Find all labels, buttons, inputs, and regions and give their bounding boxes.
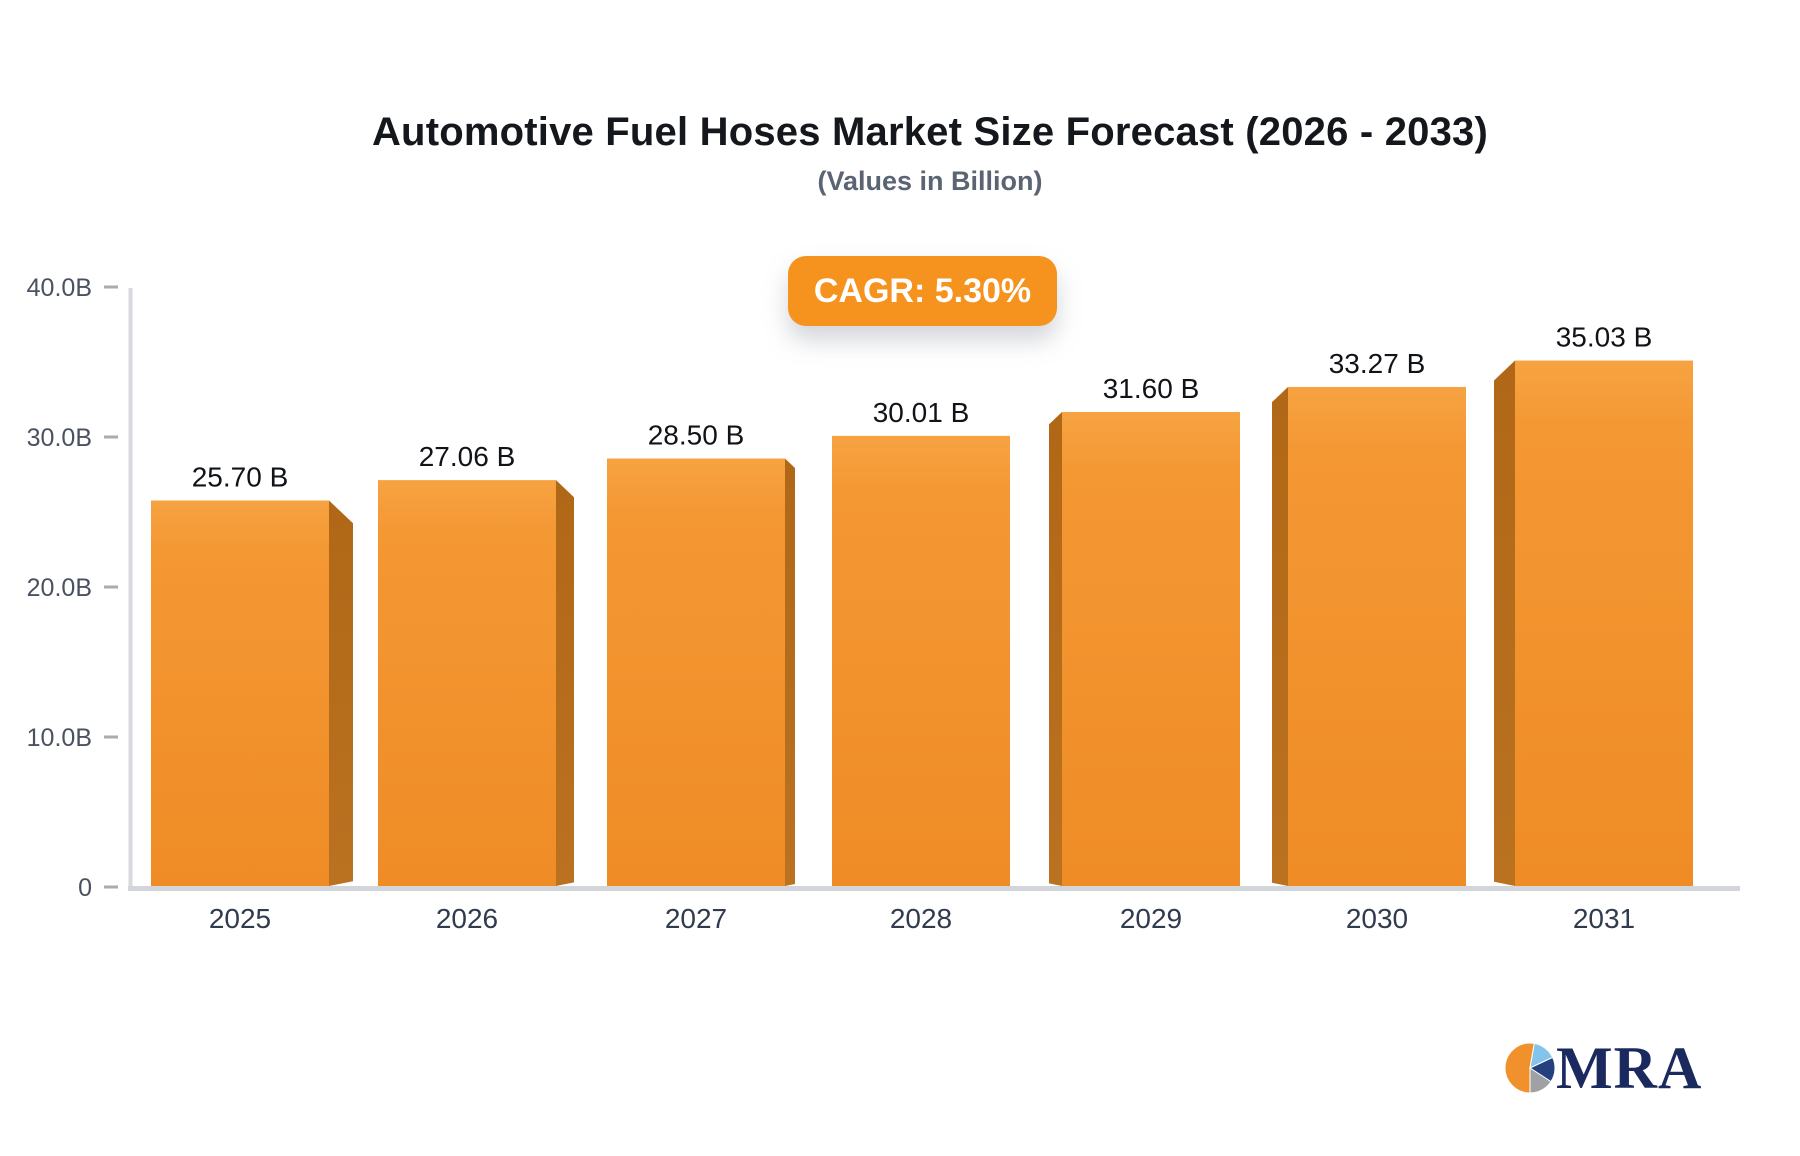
bar-front-face — [151, 500, 329, 886]
bar-value-label: 31.60 B — [1103, 373, 1200, 404]
cagr-badge: CAGR: 5.30% — [788, 256, 1057, 326]
x-tick-label: 2029 — [1120, 903, 1182, 934]
bar-value-label: 28.50 B — [648, 420, 745, 451]
x-tick-label: 2025 — [209, 903, 271, 934]
bar-2025: 25.70 B 2025 — [151, 462, 353, 934]
bar-front-face — [607, 458, 785, 886]
logo-pie-slice — [1529, 1067, 1552, 1094]
bar-side-face — [1272, 386, 1288, 886]
bar-2028: 30.01 B 2028 — [832, 397, 1010, 934]
y-tick-label: 0 — [78, 874, 92, 902]
y-tick-label: 30.0B — [27, 424, 92, 452]
bar-side-face — [1049, 412, 1062, 886]
x-tick-label: 2031 — [1573, 903, 1635, 934]
bar-front-face — [1515, 360, 1693, 886]
logo-pie-slice — [1504, 1042, 1535, 1094]
bar-2026: 27.06 B 2026 — [378, 441, 574, 934]
bar-2030: 33.27 B 2030 — [1272, 348, 1466, 934]
bar-side-face — [785, 458, 795, 886]
bar-side-face — [1494, 360, 1515, 886]
bar-value-label: 30.01 B — [873, 397, 970, 428]
bar-front-face — [832, 435, 1010, 886]
bar-front-face — [378, 480, 556, 886]
bar-value-label: 25.70 B — [192, 462, 289, 493]
cagr-badge-label: CAGR: 5.30% — [813, 271, 1032, 310]
bar-side-face — [329, 500, 353, 886]
mra-logo-pie-icon — [1504, 1042, 1556, 1094]
bar-front-face — [1288, 386, 1466, 886]
chart-subtitle: (Values in Billion) — [817, 166, 1043, 196]
y-tick-label: 20.0B — [27, 574, 92, 602]
mra-logo: MRA — [1504, 1038, 1702, 1098]
x-tick-label: 2030 — [1346, 903, 1408, 934]
x-tick-label: 2028 — [890, 903, 952, 934]
bar-value-label: 27.06 B — [419, 441, 516, 472]
mra-logo-text: MRA — [1556, 1035, 1703, 1101]
bar-2031: 35.03 B 2031 — [1494, 322, 1693, 934]
bar-value-label: 35.03 B — [1556, 322, 1653, 353]
bar-side-face — [556, 480, 574, 886]
bar-front-face — [1062, 412, 1240, 886]
bar-value-label: 33.27 B — [1329, 348, 1426, 379]
x-tick-label: 2027 — [665, 903, 727, 934]
y-tick-label: 40.0B — [27, 274, 92, 302]
chart-title: Automotive Fuel Hoses Market Size Foreca… — [371, 110, 1489, 154]
y-tick-label: 10.0B — [27, 724, 92, 752]
bar-2029: 31.60 B 2029 — [1049, 373, 1240, 934]
bar-2027: 28.50 B 2027 — [607, 420, 795, 934]
x-tick-label: 2026 — [436, 903, 498, 934]
